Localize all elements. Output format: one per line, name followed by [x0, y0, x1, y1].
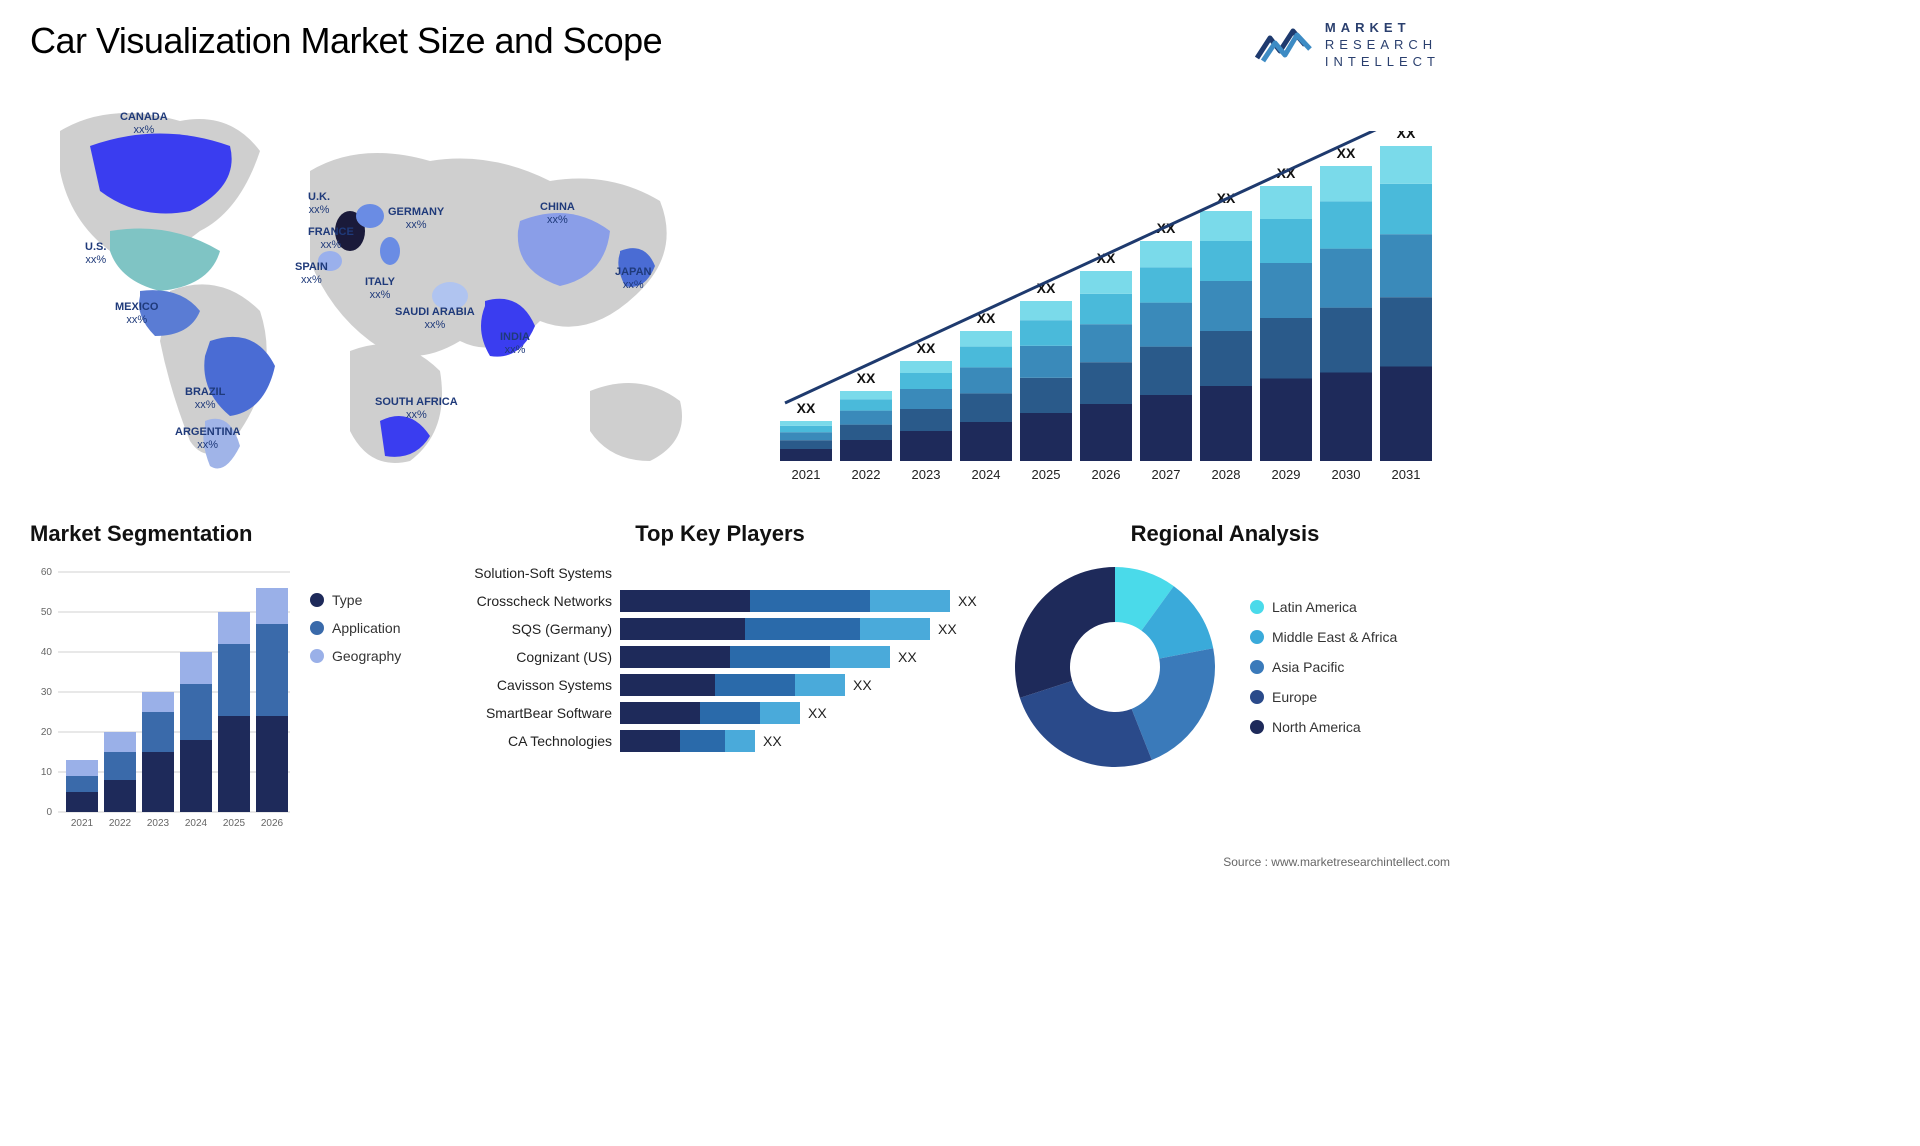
logo-line3: INTELLECT [1325, 54, 1440, 71]
map-label: JAPANxx% [615, 266, 651, 292]
map-label: MEXICOxx% [115, 301, 158, 327]
svg-text:2030: 2030 [1332, 467, 1361, 482]
legend-item: Geography [310, 648, 401, 664]
map-label: BRAZILxx% [185, 386, 225, 412]
svg-text:2023: 2023 [147, 818, 170, 829]
svg-text:XX: XX [857, 370, 876, 386]
map-label: SPAINxx% [295, 261, 328, 287]
map-label: ARGENTINAxx% [175, 426, 240, 452]
svg-text:XX: XX [797, 400, 816, 416]
svg-text:2025: 2025 [223, 818, 246, 829]
svg-text:2021: 2021 [792, 467, 821, 482]
svg-text:10: 10 [41, 767, 53, 778]
segmentation-legend: Type Application Geography [310, 592, 401, 832]
map-label: SOUTH AFRICAxx% [375, 396, 458, 422]
brand-logo: MARKET RESEARCH INTELLECT [1255, 20, 1440, 71]
svg-text:0: 0 [46, 807, 52, 818]
map-label: ITALYxx% [365, 276, 395, 302]
player-row: Crosscheck NetworksXX [460, 590, 980, 612]
logo-icon [1255, 23, 1315, 68]
map-label: U.S.xx% [85, 241, 106, 267]
svg-text:XX: XX [1397, 131, 1416, 141]
player-row: SQS (Germany)XX [460, 618, 980, 640]
svg-text:2024: 2024 [972, 467, 1001, 482]
source-text: Source : www.marketresearchintellect.com [1223, 855, 1450, 869]
players-list: Solution-Soft Systems Crosscheck Networks… [460, 562, 980, 752]
segmentation-title: Market Segmentation [30, 521, 430, 547]
map-label: GERMANYxx% [388, 206, 444, 232]
player-row: Cavisson SystemsXX [460, 674, 980, 696]
regional-title: Regional Analysis [1010, 521, 1440, 547]
growth-chart: XX2021XX2022XX2023XX2024XX2025XX2026XX20… [770, 131, 1450, 491]
segmentation-chart: 0 10 20 30 40 50 60 2021 2022 2023 2024 2025 2026 [30, 562, 290, 832]
regional-legend: Latin America Middle East & Africa Asia Pa… [1250, 599, 1397, 735]
svg-text:50: 50 [41, 607, 53, 618]
svg-text:2031: 2031 [1392, 467, 1421, 482]
legend-item: Middle East & Africa [1250, 629, 1397, 645]
players-title: Top Key Players [460, 521, 980, 547]
logo-line2: RESEARCH [1325, 37, 1440, 54]
map-label: CHINAxx% [540, 201, 575, 227]
legend-item: North America [1250, 719, 1397, 735]
player-row: SmartBear SoftwareXX [460, 702, 980, 724]
page-title: Car Visualization Market Size and Scope [30, 20, 662, 62]
logo-line1: MARKET [1325, 20, 1440, 37]
map-label: U.K.xx% [308, 191, 330, 217]
svg-text:20: 20 [41, 727, 53, 738]
segmentation-panel: Market Segmentation 0 10 20 30 40 50 60 2021 202… [30, 521, 430, 832]
legend-item: Europe [1250, 689, 1397, 705]
player-row: Solution-Soft Systems [460, 562, 980, 584]
svg-text:2022: 2022 [109, 818, 132, 829]
world-map-panel: CANADAxx% U.S.xx% MEXICOxx% BRAZILxx% ARGENT… [30, 91, 730, 491]
svg-text:2022: 2022 [852, 467, 881, 482]
map-label: SAUDI ARABIAxx% [395, 306, 475, 332]
svg-text:2028: 2028 [1212, 467, 1241, 482]
svg-text:2023: 2023 [912, 467, 941, 482]
map-label: FRANCExx% [308, 226, 354, 252]
legend-item: Type [310, 592, 401, 608]
svg-text:2029: 2029 [1272, 467, 1301, 482]
svg-text:2026: 2026 [1092, 467, 1121, 482]
regional-panel: Regional Analysis Latin America Middle Ea… [1010, 521, 1440, 832]
legend-item: Latin America [1250, 599, 1397, 615]
legend-item: Asia Pacific [1250, 659, 1397, 675]
svg-text:30: 30 [41, 687, 53, 698]
svg-text:2026: 2026 [261, 818, 284, 829]
svg-text:40: 40 [41, 647, 53, 658]
player-row: Cognizant (US)XX [460, 646, 980, 668]
legend-item: Application [310, 620, 401, 636]
growth-chart-panel: XX2021XX2022XX2023XX2024XX2025XX2026XX20… [770, 91, 1440, 491]
map-label: INDIAxx% [500, 331, 530, 357]
map-label: CANADAxx% [120, 111, 168, 137]
svg-text:2027: 2027 [1152, 467, 1181, 482]
regional-donut [1010, 562, 1220, 772]
player-row: CA TechnologiesXX [460, 730, 980, 752]
svg-text:2025: 2025 [1032, 467, 1061, 482]
svg-text:60: 60 [41, 567, 53, 578]
svg-text:2021: 2021 [71, 818, 94, 829]
svg-text:2024: 2024 [185, 818, 208, 829]
players-panel: Top Key Players Solution-Soft Systems Cro… [460, 521, 980, 832]
